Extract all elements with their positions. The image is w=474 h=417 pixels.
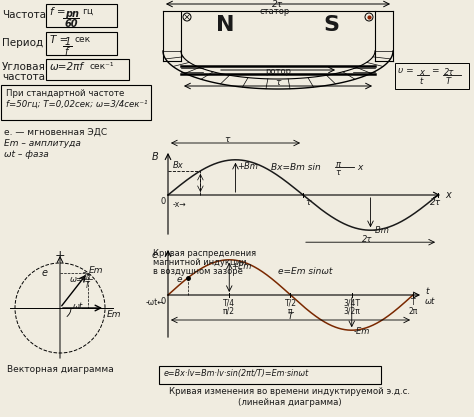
Text: e=Em sinωt: e=Em sinωt bbox=[278, 267, 333, 276]
FancyBboxPatch shape bbox=[46, 58, 129, 80]
Text: x: x bbox=[357, 163, 363, 172]
Text: Кривая распределения: Кривая распределения bbox=[153, 249, 256, 258]
Text: π: π bbox=[336, 160, 340, 169]
Text: Угловая: Угловая bbox=[2, 62, 46, 72]
Text: -x→: -x→ bbox=[173, 200, 187, 209]
Text: 2τ: 2τ bbox=[363, 235, 373, 244]
Text: T/2: T/2 bbox=[284, 298, 297, 307]
Text: Em: Em bbox=[107, 310, 121, 319]
Text: Em – амплитуда: Em – амплитуда bbox=[4, 139, 81, 148]
Text: =: = bbox=[431, 66, 438, 75]
Text: сек⁻¹: сек⁻¹ bbox=[90, 62, 115, 71]
Text: T: T bbox=[287, 312, 293, 321]
Text: Bx: Bx bbox=[173, 161, 184, 170]
Text: 2τ: 2τ bbox=[273, 0, 283, 9]
Text: T: T bbox=[410, 298, 415, 307]
Text: S: S bbox=[323, 15, 339, 35]
Text: 3/4T: 3/4T bbox=[343, 298, 360, 307]
Text: Векторная диаграмма: Векторная диаграмма bbox=[7, 365, 113, 374]
Text: υ =: υ = bbox=[398, 66, 414, 75]
Text: Ось проекций: Ось проекций bbox=[0, 277, 1, 339]
FancyBboxPatch shape bbox=[159, 366, 381, 384]
Text: π/2: π/2 bbox=[223, 307, 235, 316]
Text: ω=: ω= bbox=[70, 275, 84, 284]
Text: T/4: T/4 bbox=[223, 298, 235, 307]
Text: Bx=Bm sin: Bx=Bm sin bbox=[271, 163, 320, 172]
Text: τ: τ bbox=[275, 78, 281, 87]
Text: При стандартной частоте: При стандартной частоте bbox=[6, 89, 124, 98]
Text: 0: 0 bbox=[161, 197, 166, 206]
Text: ωt – фаза: ωt – фаза bbox=[4, 150, 49, 159]
Text: τ: τ bbox=[305, 198, 310, 207]
Text: Период: Период bbox=[2, 38, 43, 48]
Text: в воздушном зазоре: в воздушном зазоре bbox=[153, 267, 243, 276]
Text: -ωt←: -ωt← bbox=[146, 298, 164, 307]
Text: -Bm: -Bm bbox=[373, 226, 389, 235]
Text: π: π bbox=[288, 307, 293, 316]
Text: 2π: 2π bbox=[408, 307, 418, 316]
Text: t: t bbox=[419, 77, 422, 86]
Text: ротор: ротор bbox=[265, 67, 291, 76]
Text: 0: 0 bbox=[161, 297, 166, 306]
Text: Кривая изменения во времени индуктируемой э.д.с.: Кривая изменения во времени индуктируемо… bbox=[170, 387, 410, 396]
Text: ω=2πf: ω=2πf bbox=[50, 62, 84, 72]
Text: T: T bbox=[446, 77, 451, 86]
Text: pn: pn bbox=[65, 9, 79, 19]
FancyBboxPatch shape bbox=[46, 32, 118, 55]
Text: +: + bbox=[55, 249, 65, 262]
Text: сек: сек bbox=[75, 35, 91, 44]
Text: (линейная диаграмма): (линейная диаграмма) bbox=[238, 398, 342, 407]
Text: 60: 60 bbox=[65, 19, 79, 29]
Text: B: B bbox=[151, 152, 158, 162]
Text: N: N bbox=[216, 15, 234, 35]
Text: f=50гц; T=0,02сек; ω=3/4сек⁻¹: f=50гц; T=0,02сек; ω=3/4сек⁻¹ bbox=[6, 100, 147, 109]
FancyBboxPatch shape bbox=[46, 3, 118, 27]
Text: 2π: 2π bbox=[82, 272, 91, 281]
Text: e. — мгновенная ЭДС: e. — мгновенная ЭДС bbox=[4, 128, 107, 137]
Text: +Bm: +Bm bbox=[237, 162, 258, 171]
FancyBboxPatch shape bbox=[0, 85, 152, 120]
Text: гц: гц bbox=[82, 7, 93, 16]
Text: -Em: -Em bbox=[354, 327, 370, 336]
Text: ωt: ωt bbox=[425, 297, 435, 306]
Text: τ: τ bbox=[225, 135, 230, 144]
Text: τ: τ bbox=[336, 168, 340, 177]
Text: e: e bbox=[42, 268, 48, 278]
Text: e: e bbox=[177, 275, 182, 284]
Text: T =: T = bbox=[50, 35, 68, 45]
Text: Частота: Частота bbox=[2, 10, 46, 20]
Text: x: x bbox=[419, 68, 424, 77]
Text: f: f bbox=[64, 47, 67, 57]
Text: Em: Em bbox=[89, 266, 103, 274]
Text: 2τ: 2τ bbox=[430, 198, 441, 207]
Text: магнитной индукции: магнитной индукции bbox=[153, 258, 246, 267]
Text: x: x bbox=[445, 190, 451, 200]
Text: 2τ: 2τ bbox=[444, 68, 455, 77]
Text: статор: статор bbox=[260, 7, 290, 16]
Text: 1: 1 bbox=[65, 37, 71, 47]
Text: T: T bbox=[85, 281, 90, 290]
Text: ωt: ωt bbox=[73, 302, 83, 311]
FancyBboxPatch shape bbox=[395, 63, 469, 89]
Text: e: e bbox=[152, 250, 158, 260]
Text: 3/2π: 3/2π bbox=[343, 307, 360, 316]
Text: f =: f = bbox=[50, 7, 65, 17]
Text: e=Bx·lv=Bm·lv·sin(2πt/T)=Em·sinωt: e=Bx·lv=Bm·lv·sin(2πt/T)=Em·sinωt bbox=[164, 369, 309, 378]
Text: частота: частота bbox=[2, 72, 45, 82]
Text: t: t bbox=[425, 287, 428, 296]
Text: +Em: +Em bbox=[231, 262, 252, 271]
